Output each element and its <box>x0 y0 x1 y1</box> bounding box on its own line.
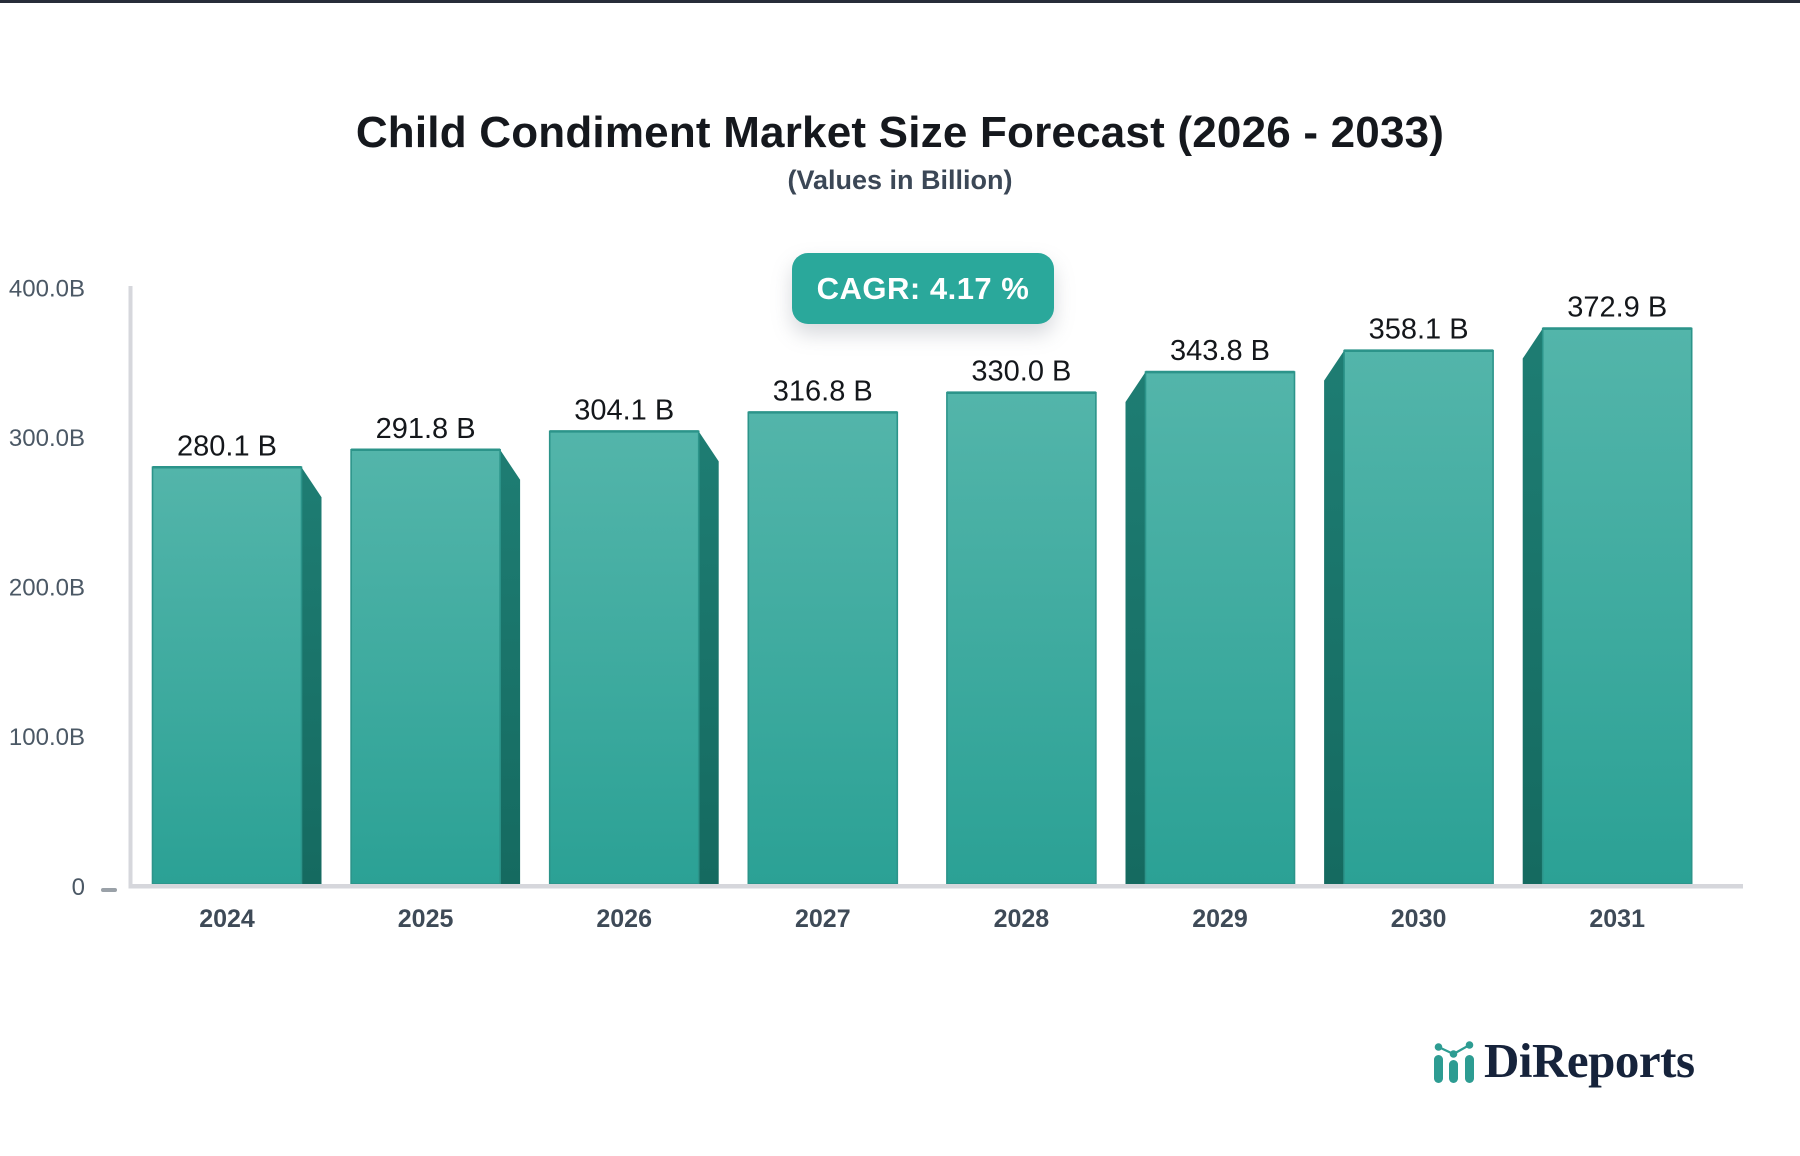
x-axis-label-2027: 2027 <box>795 905 851 933</box>
bar-2031 <box>1522 327 1693 885</box>
bar-value-label: 358.1 B <box>1369 314 1469 346</box>
bar-side-face <box>1324 350 1345 884</box>
x-axis-label-2029: 2029 <box>1192 905 1248 933</box>
zero-tick-mark <box>101 888 117 892</box>
bar-value-label: 291.8 B <box>376 413 476 445</box>
bar-value-label: 330.0 B <box>971 356 1071 388</box>
brand-logo: DiReports <box>1432 1033 1695 1088</box>
cagr-badge-label: CAGR: 4.17 % <box>816 270 1030 306</box>
brand-name: DiReports <box>1484 1033 1695 1088</box>
bar-side-face <box>1125 372 1146 884</box>
y-axis-label-200.0B: 200.0B <box>9 575 85 602</box>
page-top-border <box>0 0 1800 3</box>
bar-value-label: 304.1 B <box>574 394 674 426</box>
bar-value-label: 343.8 B <box>1170 335 1270 367</box>
y-axis-line <box>128 286 133 888</box>
bar-front-face <box>151 466 303 885</box>
chart-title: Child Condiment Market Size Forecast (20… <box>355 108 1445 157</box>
x-axis-label-2028: 2028 <box>994 905 1050 933</box>
bar-front-face <box>548 430 700 885</box>
x-axis-line <box>128 884 1743 889</box>
y-axis-label-300.0B: 300.0B <box>9 425 85 452</box>
bar-side-face <box>301 467 322 884</box>
bar-value-label: 372.9 B <box>1567 292 1667 324</box>
x-axis-label-2030: 2030 <box>1391 905 1447 933</box>
bar-2024 <box>151 465 322 885</box>
bar-2028 <box>946 391 1097 885</box>
bar-side-face <box>1522 328 1543 884</box>
bar-value-label: 316.8 B <box>773 375 873 407</box>
bar-front-face <box>1144 371 1296 885</box>
mini-bar-line-chart-icon <box>1434 1041 1474 1083</box>
bar-side-face <box>500 449 521 884</box>
bar-2030 <box>1324 349 1494 885</box>
bar-front-face <box>1541 327 1693 885</box>
bar-side-face <box>698 431 719 884</box>
cagr-badge: CAGR: 4.17 % <box>792 253 1054 324</box>
y-axis-label-100.0B: 100.0B <box>9 724 85 751</box>
bar-2029 <box>1125 370 1296 885</box>
bar-2026 <box>548 430 719 885</box>
y-axis-label-0: 0 <box>72 874 85 901</box>
x-axis-label-2024: 2024 <box>199 905 255 933</box>
bar-value-label: 280.1 B <box>177 430 277 462</box>
x-axis-label-2026: 2026 <box>596 905 652 933</box>
bar-front-face <box>1343 349 1494 885</box>
chart-subtitle: (Values in Billion) <box>787 165 1013 195</box>
x-axis-label-2025: 2025 <box>398 905 454 933</box>
x-axis-label-2031: 2031 <box>1589 905 1645 933</box>
bar-front-face <box>946 391 1097 885</box>
bar-2027 <box>747 411 899 885</box>
bar-front-face <box>350 448 501 885</box>
y-axis-label-400.0B: 400.0B <box>9 276 85 303</box>
bar-2025 <box>350 448 521 885</box>
bar-front-face <box>747 411 899 885</box>
